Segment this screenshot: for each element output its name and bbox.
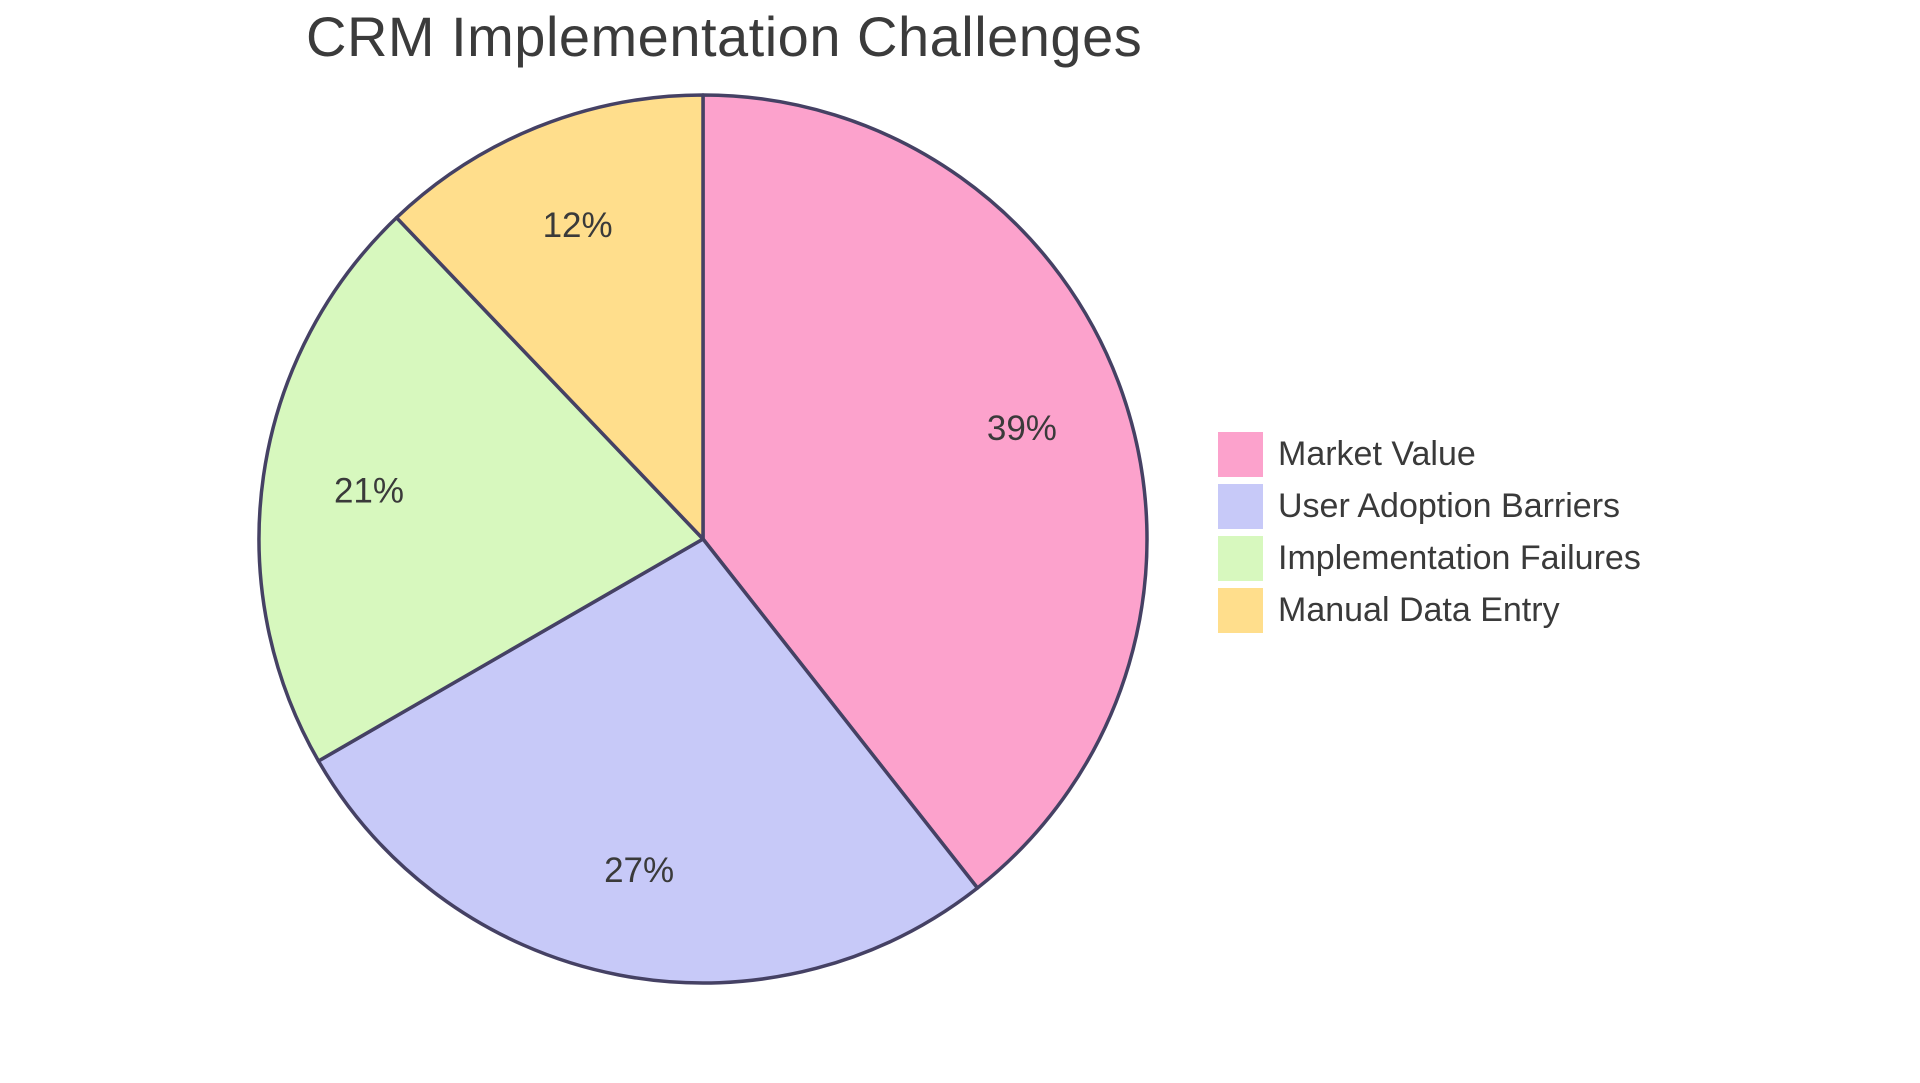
legend-swatch xyxy=(1218,432,1263,477)
legend: Market Value User Adoption Barriers Implem… xyxy=(1218,432,1641,633)
legend-item: Manual Data Entry xyxy=(1218,588,1641,633)
chart-title: CRM Implementation Challenges xyxy=(306,5,1143,68)
legend-swatch xyxy=(1218,484,1263,529)
legend-item: Implementation Failures xyxy=(1218,536,1641,581)
slice-percentage-label: 21% xyxy=(334,472,404,511)
legend-swatch xyxy=(1218,588,1263,633)
legend-label: Market Value xyxy=(1278,435,1476,473)
legend-swatch xyxy=(1218,536,1263,581)
slice-percentage-label: 12% xyxy=(543,206,613,245)
legend-label: Implementation Failures xyxy=(1278,539,1641,577)
slice-percentage-label: 27% xyxy=(604,851,674,890)
slice-percentage-label: 39% xyxy=(987,409,1057,448)
pie-slice-user-adoption-barriers xyxy=(316,537,980,985)
legend-label: User Adoption Barriers xyxy=(1278,487,1621,525)
legend-item: User Adoption Barriers xyxy=(1218,484,1641,529)
legend-label: Manual Data Entry xyxy=(1278,591,1560,629)
pie-slice-manual-data-entry xyxy=(394,93,705,541)
pie-slice-market-value xyxy=(701,93,1149,890)
legend-item: Market Value xyxy=(1218,432,1641,477)
pie-slice-implementation-failures xyxy=(257,215,705,763)
